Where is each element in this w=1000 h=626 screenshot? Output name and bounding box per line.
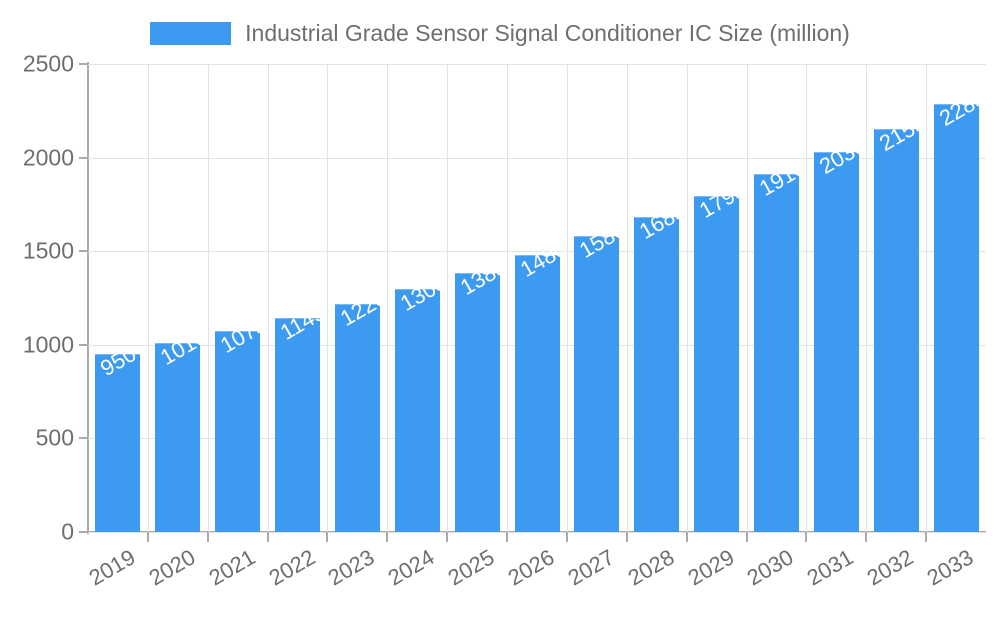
bar-value-label: 1075	[216, 311, 272, 358]
x-axis-tick	[865, 532, 867, 542]
x-axis-tick	[746, 532, 748, 542]
gridline-vertical	[268, 64, 269, 532]
x-axis-tick	[686, 532, 688, 542]
bar[interactable]: 2155	[873, 109, 930, 532]
bar-value-label: 1300	[395, 269, 451, 316]
y-axis-tick-label: 500	[35, 424, 74, 451]
x-axis-tick	[805, 532, 807, 542]
gridline-horizontal	[88, 532, 986, 533]
bar-value-label: 2030	[814, 132, 870, 179]
x-axis-tick	[446, 532, 448, 542]
gridline-vertical	[208, 64, 209, 532]
y-axis-tick	[79, 156, 88, 159]
bar-value-label: 950	[96, 341, 141, 382]
chart-legend: Industrial Grade Sensor Signal Condition…	[0, 14, 1000, 52]
gridline-vertical	[148, 64, 149, 532]
bar-value-label: 2285	[934, 85, 990, 132]
y-axis-tick-label: 0	[61, 518, 74, 545]
gridline-vertical	[747, 64, 748, 532]
bar[interactable]: 1480	[514, 236, 570, 532]
y-axis-tick	[79, 531, 88, 533]
bar-value-label: 1145	[276, 299, 330, 345]
x-axis-tick	[267, 532, 269, 542]
bar-value-label: 1480	[515, 235, 571, 282]
y-axis-tick-label: 1000	[22, 331, 74, 358]
bar-value-label: 1685	[635, 197, 691, 244]
bar-value-label: 1795	[695, 176, 750, 223]
bar-value-label: 1385	[455, 253, 511, 300]
gridline-vertical	[507, 64, 508, 532]
bar-chart: Industrial Grade Sensor Signal Condition…	[0, 14, 1000, 591]
bar[interactable]: 1010	[155, 324, 211, 532]
y-axis-tick	[79, 250, 88, 253]
gridline-vertical	[567, 64, 568, 532]
x-axis-tick	[386, 532, 388, 542]
bar[interactable]: 1075	[215, 312, 271, 532]
bar[interactable]: 1580	[574, 217, 630, 532]
y-axis-tick	[79, 63, 88, 65]
gridline-vertical	[806, 64, 807, 532]
gridline-vertical	[447, 64, 448, 532]
bar[interactable]: 1300	[394, 269, 451, 532]
x-axis-tick	[626, 532, 628, 542]
y-axis-tick-label: 1500	[22, 237, 74, 264]
gridline-vertical	[327, 64, 328, 532]
gridline-vertical	[926, 64, 927, 532]
bar[interactable]: 1385	[454, 254, 511, 532]
x-axis-tick	[326, 532, 328, 542]
gridline-vertical	[687, 64, 688, 532]
bar-value-label: 2155	[874, 109, 930, 156]
gridline-vertical	[866, 64, 867, 532]
x-axis-tick	[506, 532, 508, 542]
plot-area: 0 500 1000 1500 2000 2500 950 2019 1010 2020 1075 2…	[23, 52, 990, 590]
legend-label: Industrial Grade Sensor Signal Condition…	[245, 19, 850, 46]
x-axis-tick	[207, 532, 209, 542]
bar[interactable]: 1145	[275, 299, 330, 532]
bar[interactable]: 2030	[813, 133, 870, 532]
x-axis-tick	[925, 532, 927, 542]
bar-value-label: 1580	[575, 217, 631, 264]
gridline-horizontal	[88, 64, 986, 65]
bar[interactable]: 950	[95, 341, 141, 532]
gridline-vertical	[627, 64, 628, 532]
x-axis-tick	[147, 532, 149, 542]
y-axis-line	[87, 62, 89, 534]
bar[interactable]: 1685	[634, 197, 690, 532]
bar[interactable]: 1910	[753, 155, 810, 532]
bar[interactable]: 1795	[694, 177, 750, 532]
legend-color-swatch[interactable]	[150, 21, 232, 45]
gridline-horizontal	[88, 251, 986, 253]
y-axis-tick	[79, 343, 88, 346]
y-axis-tick-label: 2500	[22, 50, 74, 77]
bar-value-label: 1010	[156, 323, 212, 370]
bar[interactable]: 1220	[334, 284, 391, 532]
y-axis-tick	[79, 437, 88, 440]
y-axis-tick-label: 2000	[22, 144, 74, 171]
gridline-vertical	[387, 64, 388, 532]
bar-value-label: 1220	[335, 284, 391, 331]
bar[interactable]: 2285	[933, 85, 989, 532]
x-axis-tick	[566, 532, 568, 542]
bar-value-label: 1910	[754, 155, 810, 202]
gridline-horizontal	[88, 157, 986, 159]
